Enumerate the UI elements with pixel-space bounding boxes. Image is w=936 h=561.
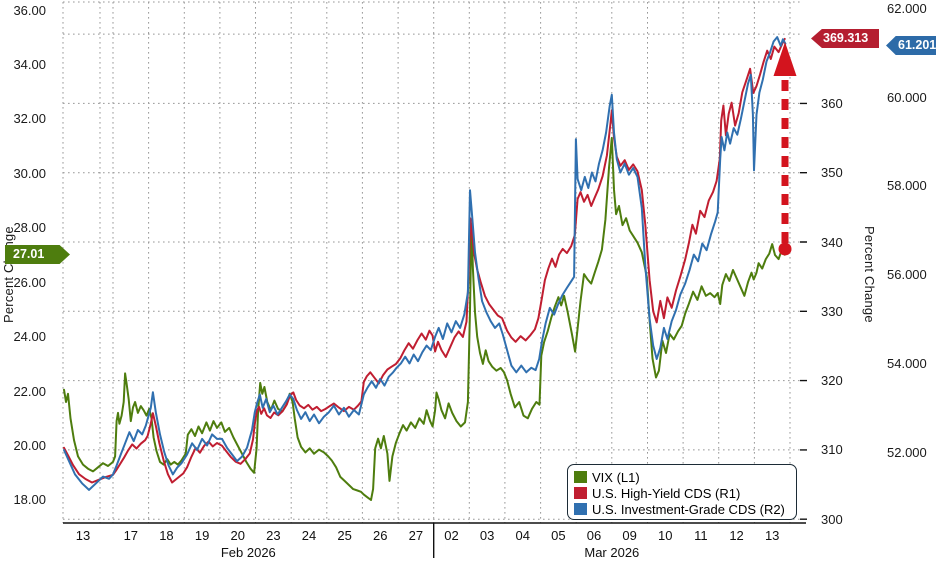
grid-lines bbox=[62, 1, 800, 523]
x-axis-tick-label: 06 bbox=[586, 528, 602, 543]
legend-item-investment-grade-cds[interactable]: U.S. Investment-Grade CDS (R2) bbox=[574, 501, 796, 517]
right-inner-axis-tick-label: 320 bbox=[821, 373, 843, 389]
high-yield-series-swatch-icon bbox=[574, 487, 587, 499]
x-axis-tick-label: 10 bbox=[658, 528, 673, 543]
legend-item-high-yield-cds[interactable]: U.S. High-Yield CDS (R1) bbox=[574, 485, 796, 501]
legend-label-high-yield: U.S. High-Yield CDS (R1) bbox=[592, 485, 741, 501]
left-axis-tick-label: 24.00 bbox=[13, 329, 46, 345]
legend-item-vix[interactable]: VIX (L1) bbox=[574, 469, 796, 485]
left-axis-tick-label: 20.00 bbox=[13, 438, 46, 454]
x-axis-tick-label: 27 bbox=[408, 528, 424, 543]
x-axis-tick-label: 11 bbox=[694, 528, 708, 543]
x-axis-tick-label: 12 bbox=[729, 528, 744, 543]
x-axis-tick-label: 24 bbox=[301, 528, 317, 543]
right-axis-title: Percent Change bbox=[862, 226, 877, 323]
x-axis-tick-label: 25 bbox=[337, 528, 352, 543]
investment-grade-cds-last-value-tag: 61.201 bbox=[886, 36, 936, 55]
right-inner-axis-tick-label: 350 bbox=[821, 165, 843, 181]
x-axis-tick-label: 05 bbox=[551, 528, 566, 543]
x-axis-tick-label: 19 bbox=[194, 528, 210, 543]
left-axis-tick-label: 26.00 bbox=[13, 274, 46, 290]
x-axis-month-label: Mar 2026 bbox=[584, 545, 640, 560]
x-axis-tick-label: 13 bbox=[764, 528, 780, 543]
right-inner-axis-tick-label: 360 bbox=[821, 95, 843, 111]
divergence-arrow-annotation bbox=[773, 42, 797, 256]
left-axis-tick-label: 36.00 bbox=[13, 2, 46, 18]
axis-frame bbox=[63, 102, 807, 558]
left-axis-tick-label: 28.00 bbox=[13, 220, 46, 236]
left-axis-title: Percent Change bbox=[1, 226, 16, 323]
series-line-high-yield-cds bbox=[63, 37, 786, 484]
left-axis-tick-label: 32.00 bbox=[13, 111, 46, 127]
x-axis-tick-label: 26 bbox=[373, 528, 388, 543]
left-axis-tick-label: 34.00 bbox=[13, 56, 46, 72]
x-axis-tick-label: 23 bbox=[266, 528, 281, 543]
series-line-vix bbox=[63, 136, 786, 501]
right-inner-axis-tick-label: 340 bbox=[821, 234, 843, 250]
right-inner-axis-tick-label: 330 bbox=[821, 303, 843, 319]
x-axis-tick-label: 13 bbox=[75, 528, 91, 543]
investment-grade-series-swatch-icon bbox=[574, 503, 587, 515]
right-outer-axis-tick-label: 62.000 bbox=[887, 0, 927, 16]
right-inner-axis-tick-label: 310 bbox=[821, 442, 843, 458]
left-axis-tick-label: 30.00 bbox=[13, 165, 46, 181]
right-outer-axis-tick-label: 60.000 bbox=[887, 89, 927, 105]
right-outer-axis-tick-label: 52.000 bbox=[887, 444, 927, 460]
legend-label-investment-grade: U.S. Investment-Grade CDS (R2) bbox=[592, 501, 785, 517]
left-axis-tick-label: 18.00 bbox=[13, 492, 46, 508]
x-axis-tick-label: 20 bbox=[230, 528, 245, 543]
legend-label-vix: VIX (L1) bbox=[592, 469, 640, 485]
vix-last-value-tag: 27.01 bbox=[5, 245, 70, 264]
right-outer-axis-tick-label: 56.000 bbox=[887, 267, 927, 283]
x-axis-tick-label: 18 bbox=[159, 528, 174, 543]
right-inner-axis-tick-label: 300 bbox=[821, 511, 843, 527]
right-outer-axis-tick-label: 54.000 bbox=[887, 355, 927, 371]
right-outer-axis-tick-label: 58.000 bbox=[887, 178, 927, 194]
x-axis-tick-label: 09 bbox=[622, 528, 637, 543]
left-axis-tick-label: 22.00 bbox=[13, 383, 46, 399]
x-axis-tick-label: 03 bbox=[479, 528, 495, 543]
legend: VIX (L1) U.S. High-Yield CDS (R1) U.S. I… bbox=[567, 464, 797, 520]
series-line-investment-grade-cds bbox=[63, 36, 787, 491]
x-axis-tick-label: 04 bbox=[515, 528, 530, 543]
x-axis-tick-label: 02 bbox=[444, 528, 459, 543]
x-axis-tick-label: 17 bbox=[123, 528, 139, 543]
x-axis-month-label: Feb 2026 bbox=[220, 545, 276, 560]
vix-series-swatch-icon bbox=[574, 471, 587, 483]
high-yield-cds-last-value-tag: 369.313 bbox=[811, 29, 879, 48]
